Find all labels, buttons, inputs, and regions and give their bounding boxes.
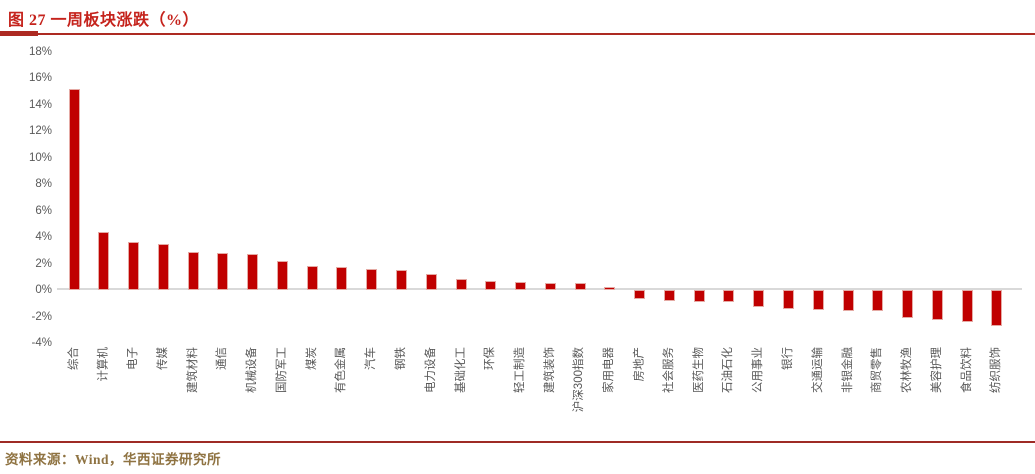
- footer-divider: [0, 441, 1035, 443]
- chart-bar: [247, 254, 259, 290]
- chart-bar: [663, 290, 675, 301]
- x-axis-category-label: 建筑材料: [186, 347, 199, 393]
- y-axis-tick-label: -2%: [31, 310, 52, 323]
- chart-bar: [157, 243, 169, 290]
- x-axis-category-label: 综合: [67, 347, 80, 370]
- x-axis-category-label: 交通运输: [811, 347, 824, 393]
- x-axis-category-label: 公用事业: [752, 347, 765, 393]
- chart-bar: [723, 290, 735, 302]
- x-axis-category-label: 电力设备: [424, 347, 437, 393]
- x-axis-category-label: 基础化工: [454, 347, 467, 393]
- chart-bar: [485, 280, 497, 290]
- y-axis-tick-label: 4%: [35, 231, 52, 243]
- chart-bar: [961, 290, 973, 322]
- x-axis-category-label: 商贸零售: [871, 347, 884, 393]
- chart-bar: [634, 290, 646, 300]
- y-axis-tick-label: 18%: [28, 45, 52, 58]
- x-axis-category-label: 纺织服饰: [990, 347, 1003, 393]
- y-axis-tick-label: 2%: [35, 257, 52, 270]
- x-axis-category-label: 农林牧渔: [901, 347, 914, 393]
- chart-bar: [306, 266, 318, 290]
- chart-bar: [366, 268, 378, 290]
- figure-title: 图 27 一周板块涨跌（%）: [8, 12, 200, 29]
- source-note: 资料来源：Wind，华西证券研究所: [5, 452, 222, 467]
- x-axis-category-label: 银行: [781, 347, 794, 370]
- chart-bar: [395, 270, 407, 290]
- x-axis-category-label: 有色金属: [335, 347, 348, 393]
- x-axis-category-label: 石油石化: [722, 347, 735, 393]
- x-axis-category-label: 电子: [127, 347, 140, 370]
- x-axis-category-label: 家用电器: [603, 347, 616, 393]
- x-axis-category-label: 医药生物: [692, 347, 705, 393]
- chart-bar: [68, 88, 80, 290]
- y-axis-tick-label: 6%: [35, 204, 52, 217]
- title-underline: [0, 33, 1035, 35]
- x-axis-category-label: 建筑装饰: [543, 347, 556, 393]
- x-axis-category-label: 国防军工: [275, 347, 288, 393]
- chart-bar: [902, 290, 914, 318]
- chart-bar: [842, 290, 854, 312]
- chart-bar: [604, 287, 616, 290]
- x-axis-category-label: 非银金融: [841, 347, 854, 393]
- x-axis-category-label: 钢铁: [394, 347, 407, 370]
- x-axis-category-label: 房地产: [633, 347, 646, 382]
- x-axis-category-label: 传媒: [156, 347, 169, 370]
- chart-bar: [782, 290, 794, 309]
- y-axis-tick-label: 12%: [28, 125, 52, 137]
- title-underline-accent: [0, 31, 38, 36]
- chart-bar: [425, 274, 437, 290]
- chart-bar: [693, 290, 705, 302]
- y-axis-tick-label: 10%: [28, 151, 52, 164]
- y-axis-tick-label: 0%: [35, 284, 52, 296]
- x-axis-category-label: 沪深300指数: [573, 347, 586, 413]
- sector-weekly-change-bar-chart: 18% 16% 14% 12% 10% 8% 6% 4% 2% 0% -2% -4% 综合 计算机 电子 传媒…: [28, 45, 1022, 413]
- x-axis-category-label: 社会服务: [662, 347, 675, 393]
- x-axis-category-label: 轻工制造: [514, 347, 527, 393]
- x-axis-category-label: 环保: [484, 347, 497, 370]
- chart-bar: [128, 242, 140, 290]
- y-axis-tick-label: -4%: [31, 337, 52, 349]
- x-axis-category-label: 汽车: [365, 347, 378, 370]
- chart-bar: [455, 279, 467, 290]
- y-axis-tick-label: 14%: [28, 98, 52, 111]
- y-axis-tick-label: 16%: [28, 72, 52, 84]
- chart-bar: [544, 283, 556, 290]
- chart-bar: [574, 283, 586, 290]
- chart-bar: [98, 231, 110, 290]
- chart-bar: [812, 290, 824, 310]
- chart-bar: [991, 290, 1003, 326]
- chart-bar: [336, 267, 348, 290]
- chart-bar: [276, 260, 288, 290]
- chart-bar: [872, 290, 884, 312]
- chart-bar: [217, 252, 229, 290]
- chart-bar: [515, 282, 527, 290]
- x-axis-line: [57, 288, 1022, 290]
- y-axis-tick-label: 8%: [35, 178, 52, 190]
- x-axis-category-label: 机械设备: [246, 347, 259, 393]
- x-axis-category-label: 计算机: [97, 347, 110, 382]
- chart-bar: [931, 290, 943, 321]
- chart-bar: [187, 251, 199, 290]
- x-axis-category-label: 煤炭: [305, 347, 318, 370]
- chart-bar: [753, 290, 765, 308]
- x-axis-category-label: 美容护理: [930, 347, 943, 393]
- x-axis-category-label: 通信: [216, 347, 229, 370]
- x-axis-category-label: 食品饮料: [960, 347, 973, 393]
